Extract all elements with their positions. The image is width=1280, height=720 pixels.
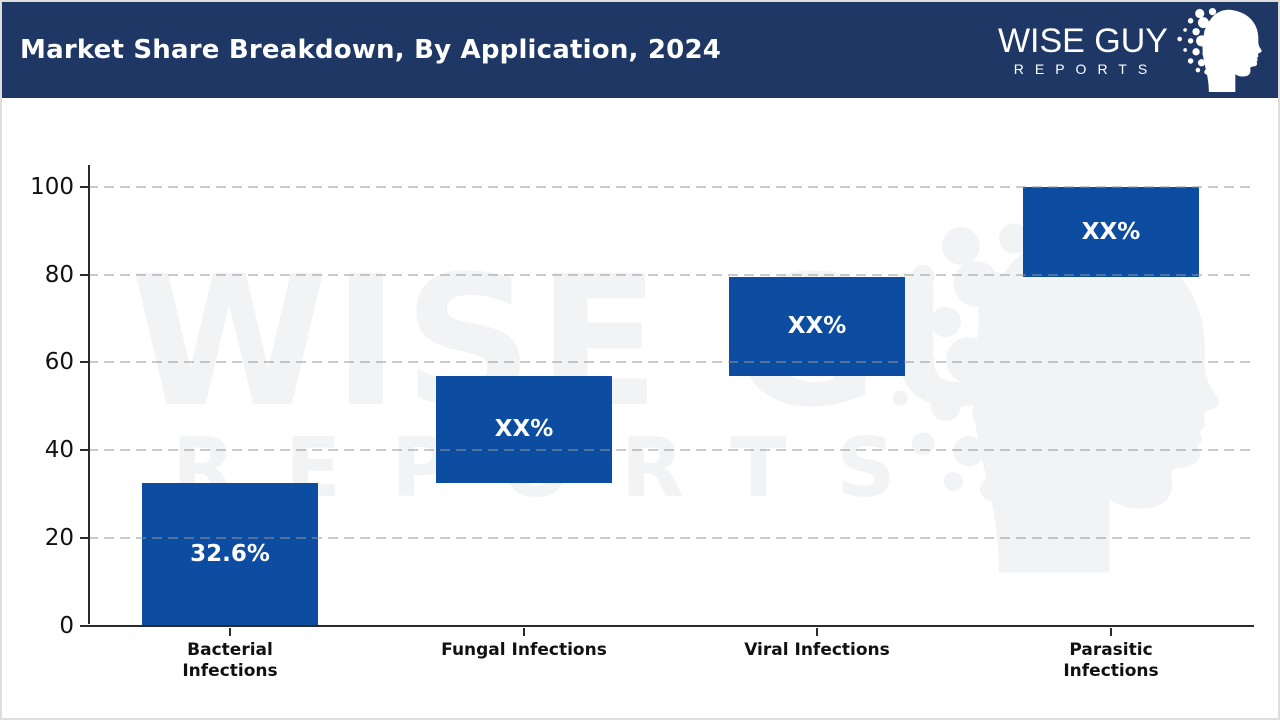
- brand-logo-text: WISE GUY REPORTS: [998, 24, 1168, 77]
- y-tick-label: 100: [30, 173, 74, 200]
- x-tick-mark: [1110, 628, 1112, 636]
- y-tick-mark: [80, 273, 88, 276]
- x-tick-label-viral-infections: Viral Infections: [744, 640, 890, 660]
- y-tick-mark: [80, 361, 88, 364]
- axis-ticks-layer: 0 20 40 60 80 100 Bacterial Infections Fungal I…: [2, 98, 1278, 718]
- page-title: Market Share Breakdown, By Application, …: [20, 35, 722, 65]
- y-axis-line: [88, 165, 90, 624]
- y-tick-label: 20: [44, 525, 74, 552]
- bar-value-label: 32.6%: [190, 541, 270, 568]
- y-tick-mark: [80, 185, 88, 188]
- y-tick-mark: [80, 537, 88, 540]
- y-tick-mark: [80, 449, 88, 452]
- bar-value-label: XX%: [787, 313, 847, 340]
- bar-fungal-infections: XX%: [436, 375, 612, 483]
- y-tick-label: 0: [59, 613, 74, 639]
- bar-viral-infections: XX%: [729, 276, 905, 376]
- y-tick-mark: [80, 625, 88, 627]
- x-tick-label-fungal-infections: Fungal Infections: [441, 640, 607, 660]
- y-tick-label: 80: [44, 261, 74, 288]
- x-tick-label-bacterial-infections: Bacterial Infections: [182, 640, 278, 681]
- brand-logo: WISE GUY REPORTS: [998, 8, 1264, 92]
- x-tick-mark: [229, 628, 231, 636]
- bars-layer: 32.6% XX% XX% XX%: [2, 98, 1278, 718]
- bar-parasitic-infections: XX%: [1023, 186, 1199, 277]
- header-bar: Market Share Breakdown, By Application, …: [2, 2, 1278, 98]
- y-tick-label: 40: [44, 437, 74, 464]
- bar-value-label: XX%: [1081, 218, 1141, 245]
- logo-wordmark: WISE GUY: [997, 21, 1168, 60]
- x-tick-label-parasitic-infections: Parasitic Infections: [1063, 640, 1159, 681]
- y-tick-label: 60: [44, 349, 74, 376]
- x-axis-line: [88, 625, 1254, 627]
- x-tick-mark: [523, 628, 525, 636]
- bar-value-label: XX%: [494, 416, 554, 443]
- logo-subtitle: REPORTS: [1013, 60, 1159, 77]
- chart-area: WISE GUY REPORTS 32.6%XX%XX%XX% 02040608…: [2, 98, 1278, 718]
- x-tick-mark: [816, 628, 818, 636]
- bar-bacterial-infections: 32.6%: [142, 482, 318, 626]
- logo-face-icon: [1172, 8, 1264, 92]
